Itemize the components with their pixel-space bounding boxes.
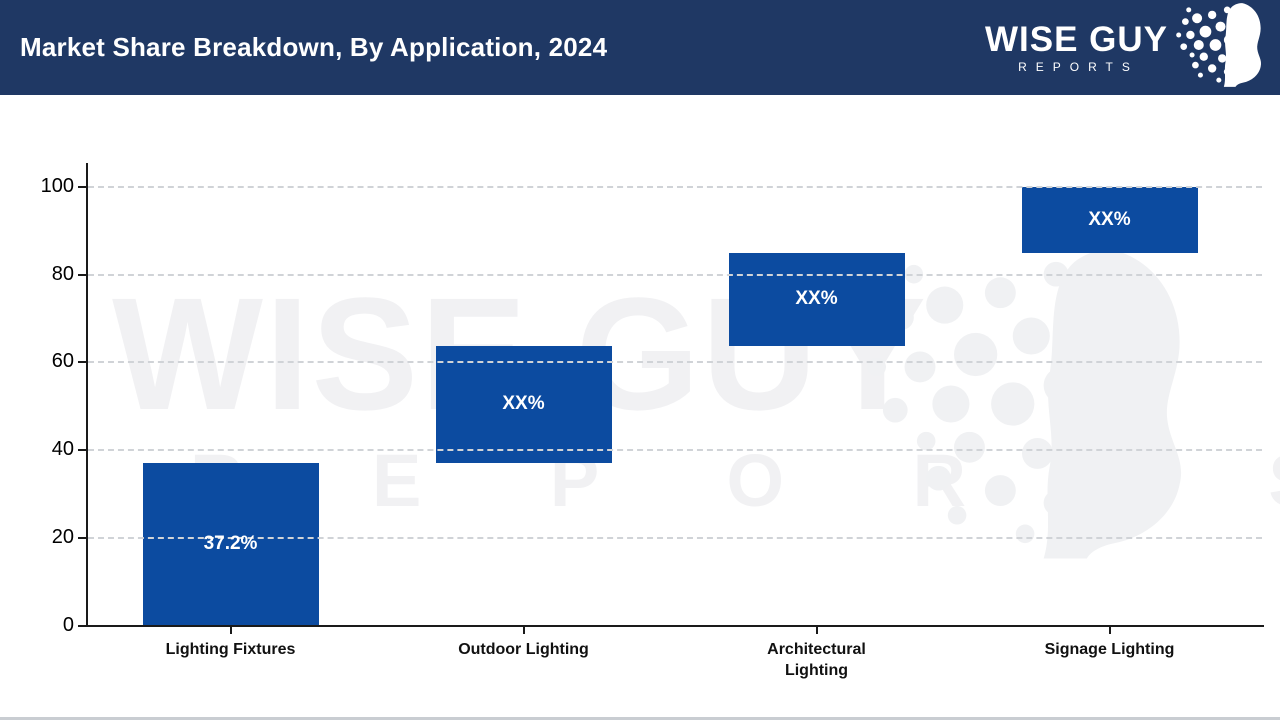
bar-value-label: XX% <box>502 393 545 415</box>
x-axis-tick <box>229 627 232 634</box>
y-axis-tick <box>78 361 86 364</box>
x-axis-category-label: Outdoor Lighting <box>458 641 589 658</box>
bar-signage-lighting <box>1021 186 1198 253</box>
x-axis-tick <box>815 627 818 634</box>
x-axis-tick <box>1108 627 1111 634</box>
gridline-100 <box>88 185 1262 188</box>
y-axis-tick-label: 60 <box>51 350 74 373</box>
page-title: Market Share Breakdown, By Application, … <box>20 32 608 62</box>
x-axis-line <box>86 625 1264 627</box>
y-axis-tick-label: 80 <box>51 262 74 285</box>
y-axis-tick <box>78 537 86 540</box>
x-axis-category-label: Signage Lighting <box>1044 641 1175 658</box>
x-axis-tick <box>522 627 525 634</box>
gridline-60 <box>88 361 1262 364</box>
y-axis-tick <box>78 449 86 452</box>
y-axis-tick-label: 20 <box>51 526 74 549</box>
y-axis-tick <box>78 273 86 276</box>
y-axis-tick <box>78 185 86 188</box>
x-axis-category-label: Architectural Lighting <box>767 641 866 679</box>
gridline-80 <box>88 273 1262 276</box>
y-axis-tick-label: 0 <box>62 614 74 636</box>
y-axis-tick <box>78 625 86 627</box>
bar-lighting-fixtures <box>142 462 319 626</box>
bar-value-label: XX% <box>795 288 838 310</box>
bar-value-label: 37.2% <box>203 533 258 555</box>
logo-wordmark: WISE GUY <box>984 20 1168 59</box>
wiseguy-logo: WISE GUY REPORTS <box>985 3 1264 92</box>
wiseguy-logo-text: WISE GUY REPORTS <box>985 22 1168 73</box>
wiseguy-face-icon <box>1172 3 1264 92</box>
bottom-border <box>0 717 1280 720</box>
bar-value-label: XX% <box>1088 208 1131 230</box>
bar-outdoor-lighting <box>435 345 612 463</box>
bar-architectural-lighting <box>728 252 905 346</box>
y-axis-tick-label: 40 <box>51 438 74 461</box>
logo-subtitle: REPORTS <box>1018 60 1139 74</box>
gridline-40 <box>88 449 1262 452</box>
header-bar: Market Share Breakdown, By Application, … <box>0 0 1280 95</box>
y-axis-tick-label: 100 <box>40 174 74 197</box>
gridline-20 <box>88 537 1262 540</box>
x-axis-category-label: Lighting Fixtures <box>165 641 296 658</box>
y-axis-line <box>86 163 88 627</box>
